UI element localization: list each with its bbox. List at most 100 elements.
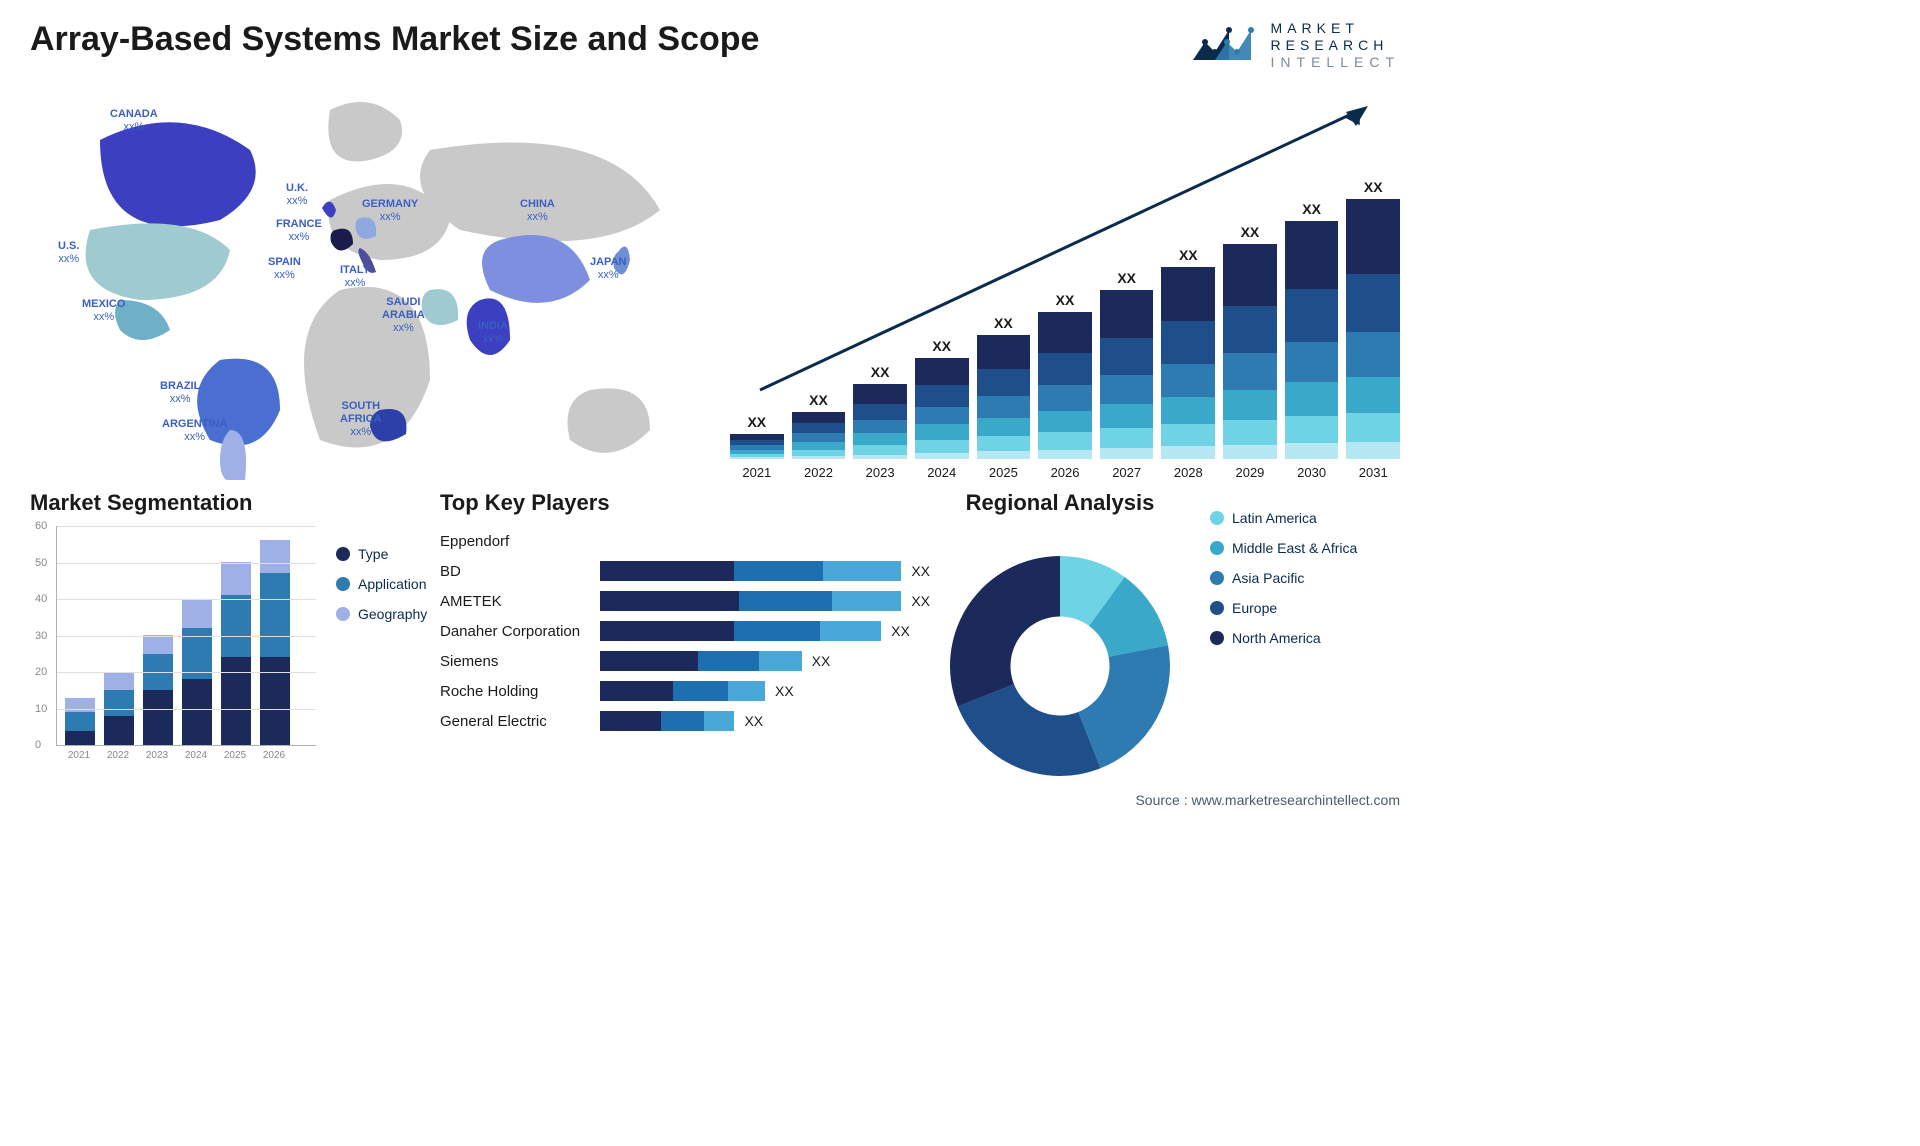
growth-bar: XX 2030: [1285, 201, 1339, 481]
map-label: U.K.xx%: [286, 182, 308, 207]
regional-title: Regional Analysis: [930, 490, 1190, 516]
map-label: ARGENTINAxx%: [162, 418, 227, 443]
seg-y-tick: 60: [35, 520, 47, 532]
map-label: CHINAxx%: [520, 198, 555, 223]
map-label: JAPANxx%: [590, 256, 626, 281]
seg-x-label: 2025: [220, 750, 250, 761]
player-bar: [600, 621, 881, 641]
segmentation-bar: [260, 540, 290, 745]
growth-bar: XX2024: [915, 338, 969, 480]
legend-dot-icon: [1210, 571, 1224, 585]
map-label: FRANCExx%: [276, 218, 322, 243]
growth-bar: XX 2031: [1346, 179, 1400, 480]
map-label: INDIAxx%: [478, 320, 508, 345]
map-label: CANADAxx%: [110, 108, 158, 133]
player-row: Roche HoldingXX: [440, 676, 930, 706]
player-name: BD: [440, 563, 600, 580]
growth-bar: XX2023: [853, 364, 907, 480]
player-row: Eppendorf: [440, 526, 930, 556]
seg-x-label: 2023: [142, 750, 172, 761]
player-bar: [600, 561, 901, 581]
player-row: Danaher Corporation XX: [440, 616, 930, 646]
logo-icon: [1191, 20, 1261, 70]
legend-dot-icon: [1210, 511, 1224, 525]
growth-bar-value: XX: [994, 315, 1013, 331]
seg-x-label: 2022: [103, 750, 133, 761]
player-name: Eppendorf: [440, 533, 600, 550]
key-players-panel: Top Key Players EppendorfBDXXAMETEKXXDan…: [430, 490, 930, 780]
player-value: XX: [891, 623, 910, 639]
player-name: Siemens: [440, 653, 600, 670]
player-name: Danaher Corporation: [440, 623, 600, 640]
map-label: SPAINxx%: [268, 256, 301, 281]
growth-bar-year: 2030: [1297, 465, 1326, 480]
segmentation-chart: 0102030405060: [56, 526, 316, 746]
logo-line3: INTELLECT: [1271, 54, 1400, 71]
legend-item: Europe: [1210, 600, 1357, 616]
growth-bar: XX2021: [730, 414, 784, 480]
player-name: General Electric: [440, 713, 600, 730]
player-bar: [600, 711, 734, 731]
legend-dot-icon: [336, 547, 350, 561]
growth-bar-year: 2031: [1359, 465, 1388, 480]
growth-bar-value: XX: [1364, 179, 1383, 195]
map-label: ITALYxx%: [340, 264, 370, 289]
legend-item: Middle East & Africa: [1210, 540, 1357, 556]
growth-bar-year: 2026: [1051, 465, 1080, 480]
growth-bar-year: 2028: [1174, 465, 1203, 480]
segmentation-title: Market Segmentation: [30, 490, 430, 516]
segmentation-bar: [143, 635, 173, 745]
page-title: Array-Based Systems Market Size and Scop…: [30, 20, 759, 59]
legend-item: North America: [1210, 630, 1357, 646]
growth-bar-value: XX: [1241, 224, 1260, 240]
regional-panel: Regional Analysis Latin America Middle Ea…: [930, 490, 1400, 780]
segmentation-bar: [65, 698, 95, 746]
growth-bar: XX2027: [1100, 270, 1154, 480]
player-bar: [600, 651, 802, 671]
seg-y-tick: 30: [35, 630, 47, 642]
legend-dot-icon: [336, 577, 350, 591]
legend-item: Latin America: [1210, 510, 1357, 526]
legend-item: Application: [336, 576, 427, 592]
growth-bar-value: XX: [747, 414, 766, 430]
brand-logo: MARKET RESEARCH INTELLECT: [1191, 20, 1400, 70]
player-row: SiemensXX: [440, 646, 930, 676]
player-bar: [600, 591, 901, 611]
map-label: BRAZILxx%: [160, 380, 200, 405]
world-map: CANADAxx%U.S.xx%MEXICOxx%BRAZILxx%ARGENT…: [30, 80, 710, 480]
legend-label: Europe: [1232, 600, 1277, 616]
legend-dot-icon: [1210, 541, 1224, 555]
seg-x-label: 2021: [64, 750, 94, 761]
logo-line2: RESEARCH: [1271, 37, 1400, 54]
donut-slice: [950, 556, 1060, 706]
growth-bar-value: XX: [1117, 270, 1136, 286]
growth-bar: XX2026: [1038, 292, 1092, 480]
regional-donut: [930, 526, 1190, 786]
regional-legend: Latin America Middle East & Africa Asia Pa…: [1190, 490, 1357, 660]
growth-bar-year: 2029: [1235, 465, 1264, 480]
seg-y-tick: 40: [35, 593, 47, 605]
player-value: XX: [911, 563, 930, 579]
player-row: AMETEKXX: [440, 586, 930, 616]
growth-bar-value: XX: [809, 392, 828, 408]
legend-label: Middle East & Africa: [1232, 540, 1357, 556]
player-value: XX: [911, 593, 930, 609]
growth-chart: XX2021XX2022XX2023XX2024XX2025XX2026XX20…: [710, 80, 1400, 480]
player-row: BD XX: [440, 556, 930, 586]
growth-bar-value: XX: [932, 338, 951, 354]
seg-x-label: 2026: [259, 750, 289, 761]
map-label: U.S.xx%: [58, 240, 79, 265]
player-value: XX: [775, 683, 794, 699]
player-bar: [600, 681, 765, 701]
growth-bar-value: XX: [1179, 247, 1198, 263]
legend-label: North America: [1232, 630, 1321, 646]
growth-bar-value: XX: [1302, 201, 1321, 217]
legend-label: Asia Pacific: [1232, 570, 1304, 586]
seg-y-tick: 50: [35, 557, 47, 569]
segmentation-legend: TypeApplicationGeography: [316, 526, 427, 761]
growth-bar-year: 2022: [804, 465, 833, 480]
legend-item: Asia Pacific: [1210, 570, 1357, 586]
legend-label: Application: [358, 576, 427, 592]
legend-dot-icon: [1210, 601, 1224, 615]
seg-y-tick: 0: [35, 739, 41, 751]
